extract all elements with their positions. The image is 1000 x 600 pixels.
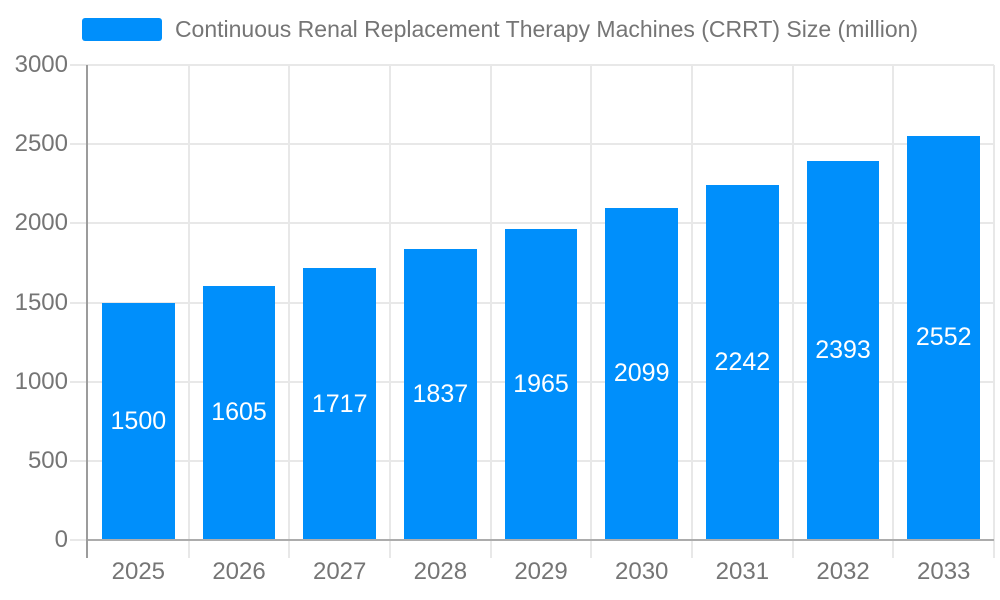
y-axis-tick — [70, 64, 88, 66]
y-axis-label: 1000 — [14, 367, 68, 395]
x-gridline — [691, 65, 693, 540]
bar-value-label: 1717 — [311, 389, 368, 418]
y-axis-line — [86, 65, 88, 558]
x-axis-tick — [791, 540, 794, 558]
x-axis-label: 2027 — [312, 558, 367, 585]
x-axis-tick — [590, 540, 593, 558]
y-axis-tick — [70, 380, 88, 383]
bar-2028[interactable]: 1837 — [404, 249, 477, 540]
y-axis-tick — [70, 222, 88, 225]
bar-2031[interactable]: 2242 — [706, 185, 779, 540]
bar-value-label: 2552 — [915, 323, 972, 352]
bar-cell: 2099 — [591, 65, 692, 540]
y-gridline — [88, 222, 994, 225]
y-axis-label: 3000 — [14, 51, 68, 78]
y-axis-label: 2000 — [14, 209, 68, 237]
y-axis-tick — [70, 143, 88, 146]
y-axis-tick — [70, 539, 88, 541]
x-axis-tick — [993, 540, 995, 558]
y-axis-tick — [70, 459, 88, 462]
x-axis-label: 2030 — [615, 558, 669, 585]
bar-value-label: 1605 — [211, 398, 267, 427]
bars-layer: 1500 1605 1717 1837 1965 2099 2242 2393 2552 — [88, 65, 994, 540]
bar-2030[interactable]: 2099 — [605, 207, 678, 540]
bar-2032[interactable]: 2393 — [806, 161, 880, 540]
bar-value-label: 1965 — [513, 369, 569, 398]
x-axis-tick — [691, 540, 693, 558]
x-axis-label: 2031 — [715, 558, 770, 585]
y-axis-label: 0 — [54, 526, 68, 553]
bar-value-label: 1837 — [412, 380, 469, 409]
x-axis-label: 2029 — [514, 558, 568, 585]
x-axis-label: 2025 — [111, 558, 166, 585]
y-gridline — [88, 64, 994, 66]
bar-cell: 1837 — [390, 65, 491, 540]
x-gridline — [590, 65, 593, 540]
y-axis-label: 2500 — [14, 130, 68, 158]
x-gridline — [892, 65, 895, 540]
bar-cell: 1500 — [88, 65, 189, 540]
x-axis-label: 2026 — [212, 558, 266, 585]
bar-2025[interactable]: 1500 — [102, 302, 175, 540]
x-axis-labels: 2025 2026 2027 2028 2029 2030 2031 2032 2033 — [88, 558, 994, 586]
x-axis-label: 2028 — [413, 558, 468, 585]
x-gridline — [993, 65, 995, 540]
bar-2027[interactable]: 1717 — [303, 268, 376, 540]
x-axis-tick — [389, 540, 391, 558]
x-axis-line — [88, 539, 994, 541]
bar-2026[interactable]: 1605 — [202, 285, 276, 540]
y-axis-tick — [70, 301, 88, 304]
y-gridline — [88, 143, 994, 146]
bar-cell: 2552 — [893, 65, 994, 540]
x-axis-label: 2032 — [816, 558, 870, 585]
x-gridline — [288, 65, 291, 540]
legend: Continuous Renal Replacement Therapy Mac… — [0, 16, 1000, 43]
bar-value-label: 2242 — [714, 348, 771, 377]
plot-area: 1500 1605 1717 1837 1965 2099 2242 2393 2552 — [70, 64, 995, 558]
bar-cell: 2393 — [793, 65, 894, 540]
bar-value-label: 1500 — [110, 406, 167, 435]
y-axis-label: 1500 — [14, 288, 68, 316]
x-gridline — [187, 65, 190, 540]
bar-cell: 1717 — [289, 65, 390, 540]
x-axis-label: 2033 — [917, 558, 971, 585]
x-axis-tick — [489, 540, 492, 558]
y-axis-label: 500 — [27, 446, 68, 474]
legend-series-label: Continuous Renal Replacement Therapy Mac… — [174, 16, 919, 42]
x-gridline — [389, 65, 391, 540]
bar-2029[interactable]: 1965 — [504, 228, 578, 540]
bar-2033[interactable]: 2552 — [907, 135, 980, 540]
bar-cell: 2242 — [692, 65, 793, 540]
x-axis-tick — [187, 540, 190, 558]
x-axis-tick — [892, 540, 895, 558]
bar-value-label: 2099 — [613, 359, 670, 388]
x-gridline — [489, 65, 492, 540]
bar-value-label: 2393 — [815, 336, 871, 365]
legend-color-swatch — [81, 18, 162, 41]
x-gridline — [791, 65, 794, 540]
x-axis-tick — [288, 540, 291, 558]
bar-cell: 1965 — [491, 65, 592, 540]
legend-item[interactable]: Continuous Renal Replacement Therapy Mac… — [81, 16, 919, 43]
bar-cell: 1605 — [189, 65, 290, 540]
y-axis-labels: 0 500 1000 1500 2000 2500 3000 — [0, 51, 68, 553]
